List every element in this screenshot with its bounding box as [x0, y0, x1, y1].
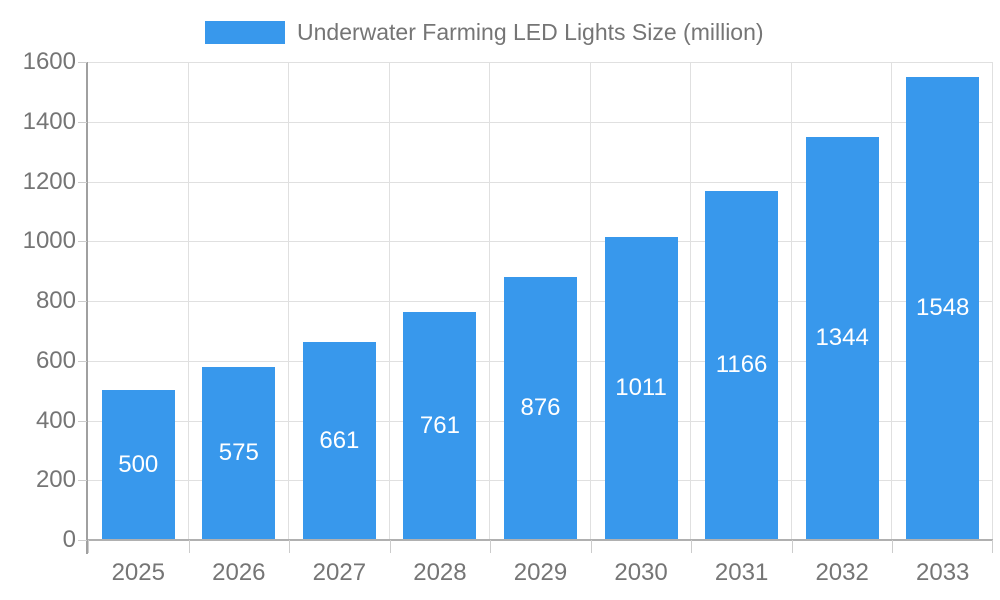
x-axis-line: [88, 539, 993, 541]
y-axis-label-600: 600: [35, 346, 76, 374]
bar-2025: 500: [101, 390, 175, 539]
y-tick-1400: [78, 121, 87, 123]
x-tick-2: [289, 540, 291, 553]
bar-value-label-2029: 876: [520, 394, 561, 421]
y-tick-0: [78, 540, 87, 541]
y-axis-label-800: 800: [35, 287, 76, 314]
bar-value-label-2028: 761: [419, 411, 460, 439]
x-axis-label-2032: 2032: [815, 559, 869, 586]
y-axis-label-200: 200: [35, 466, 76, 494]
x-axis-label-2025: 2025: [111, 559, 165, 586]
y-tick-1600: [78, 62, 87, 63]
y-tick-600: [78, 360, 87, 362]
gridline-v-3: [388, 62, 390, 540]
x-axis-label-2026: 2026: [212, 559, 266, 586]
bar-value-label-2033: 1548: [916, 294, 970, 321]
y-axis-label-1000: 1000: [22, 227, 76, 255]
x-axis-label-2028: 2028: [413, 559, 467, 586]
bar-value-label-2030: 1011: [615, 374, 667, 401]
gridline-v-1: [187, 62, 189, 540]
legend: Underwater Farming LED Lights Size (mill…: [0, 0, 1000, 56]
y-axis-line: [86, 62, 88, 554]
bar-value-label-2027: 661: [319, 426, 360, 454]
bar-value-label-2025: 500: [118, 450, 159, 478]
y-axis-label-1400: 1400: [22, 107, 76, 135]
gridline-v-7: [790, 62, 792, 540]
gridline-v-2: [288, 62, 290, 540]
y-tick-1200: [78, 181, 87, 183]
gridline-h-1000: [88, 241, 993, 243]
x-tick-3: [389, 540, 391, 553]
gridline-h-1600: [88, 62, 993, 63]
x-axis-label-2031: 2031: [714, 559, 769, 586]
bar-2028: 761: [403, 312, 477, 539]
x-tick-6: [691, 540, 693, 553]
y-axis-label-1200: 1200: [22, 167, 76, 195]
bar-2032: 1344: [805, 137, 879, 539]
gridline-h-1400: [88, 121, 993, 123]
plot-area: 500 575 661 761 876 1011 1166 1344 1548: [86, 62, 993, 554]
legend-swatch: [205, 21, 285, 44]
gridline-v-6: [690, 62, 692, 540]
x-tick-0: [88, 540, 89, 553]
x-axis-label-2033: 2033: [916, 559, 970, 586]
bar-2026: 575: [202, 367, 276, 539]
gridline-h-1200: [88, 181, 993, 183]
x-axis-label-2027: 2027: [312, 559, 367, 586]
y-tick-1000: [78, 241, 87, 243]
bar-value-label-2031: 1166: [715, 351, 768, 378]
y-tick-400: [78, 420, 87, 422]
y-tick-800: [78, 301, 87, 302]
x-tick-5: [590, 540, 592, 553]
gridline-v-5: [589, 62, 591, 540]
x-tick-1: [188, 540, 190, 553]
y-axis-label-1600: 1600: [22, 48, 76, 75]
gridline-v-9: [992, 62, 993, 540]
bar-2033: 1548: [906, 77, 980, 539]
bar-2031: 1166: [705, 191, 779, 539]
y-axis-label-400: 400: [35, 406, 76, 434]
x-axis-label-2029: 2029: [513, 559, 568, 586]
x-axis-label-2030: 2030: [614, 559, 668, 586]
y-axis-label-0: 0: [62, 526, 76, 553]
gridline-v-8: [891, 62, 893, 540]
bar-value-label-2026: 575: [218, 439, 259, 466]
bar-2027: 661: [302, 342, 376, 539]
y-tick-200: [78, 480, 87, 482]
gridline-v-4: [489, 62, 491, 540]
x-tick-8: [892, 540, 894, 553]
bar-value-label-2032: 1344: [815, 324, 869, 351]
x-tick-7: [791, 540, 793, 553]
chart-title: Underwater Farming LED Lights Size (mill…: [297, 19, 764, 45]
bar-2029: 876: [504, 277, 577, 539]
bar-2030: 1011: [604, 237, 678, 539]
x-tick-4: [490, 540, 492, 553]
x-tick-9: [992, 540, 993, 553]
